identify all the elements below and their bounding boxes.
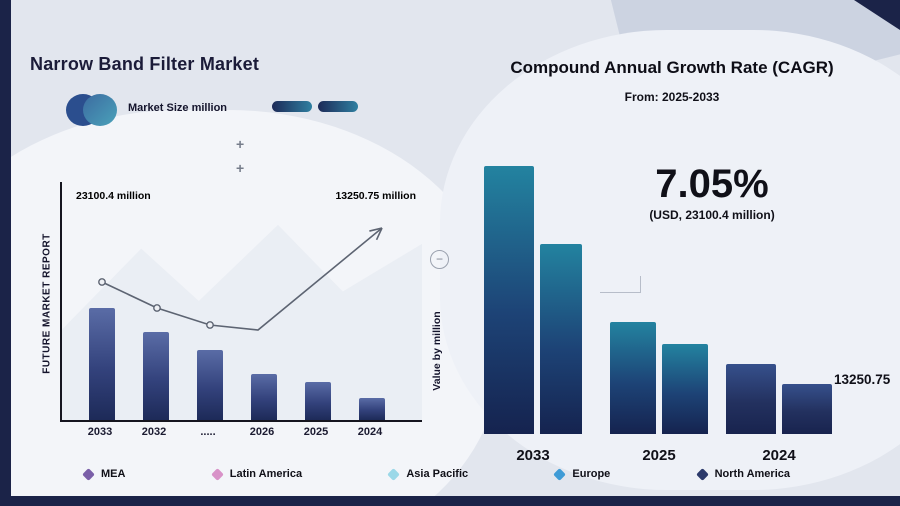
left-x-label: 2033 <box>87 426 113 438</box>
legend-diamond-icon <box>553 467 567 481</box>
cagr-value: 7.05% <box>655 162 769 206</box>
market-size-bar-2026 <box>251 374 277 420</box>
plus-decor-icon: + <box>236 136 245 152</box>
legend-item-mea: MEA <box>82 467 126 481</box>
market-size-bar-2024 <box>359 398 385 420</box>
right-y-axis-label: Value by million <box>431 311 443 391</box>
market-size-legend-label: Market Size million <box>128 102 228 114</box>
legend-item-latin-america: Latin America <box>210 467 303 481</box>
left-x-axis-labels: 2033 2032..... 2026 2025 2024 <box>60 426 420 442</box>
cagr-bar <box>484 166 534 434</box>
left-x-label: 2025 <box>303 426 329 438</box>
cagr-bar <box>662 344 708 434</box>
market-size-bar-2033 <box>89 308 115 420</box>
region-legend: MEA Latin America Asia Pacific Europe North … <box>82 464 790 484</box>
cagr-bar-group-2033: 2033 <box>484 166 582 464</box>
market-size-bar-2032 <box>143 332 169 420</box>
left-x-label: 2026 <box>249 426 275 438</box>
cagr-bar-group-2025: 2025 <box>610 322 708 464</box>
legend-diamond-icon <box>210 467 224 481</box>
chart-max-value-label: 23100.4 million <box>76 190 151 202</box>
chart-min-value-label: 13250.75 million <box>335 190 416 202</box>
cagr-x-label: 2033 <box>516 447 550 464</box>
market-size-icon-front <box>83 94 117 126</box>
left-chart-title: Narrow Band Filter Market <box>30 54 260 74</box>
legend-label: Asia Pacific <box>406 468 469 480</box>
cagr-bar-group-2024: 2024 <box>726 364 832 464</box>
legend-diamond-icon <box>695 467 709 481</box>
legend-diamond-icon <box>82 467 95 481</box>
cagr-subtitle: From: 2025-2033 <box>624 90 720 104</box>
legend-label: North America <box>714 468 790 480</box>
cagr-annotation-value: 13250.75 <box>834 372 891 387</box>
legend-pill-icon <box>318 101 358 112</box>
cagr-bar <box>726 364 776 434</box>
left-x-label: 2032 <box>141 426 167 438</box>
market-size-bar-..... <box>197 350 223 420</box>
legend-label: Europe <box>572 468 611 480</box>
left-y-axis-label: FUTURE MARKET REPORT <box>41 233 53 374</box>
legend-label: MEA <box>101 468 126 480</box>
legend-item-north-america: North America <box>695 467 790 481</box>
cagr-title: Compound Annual Growth Rate (CAGR) <box>510 58 834 77</box>
cagr-x-label: 2025 <box>642 447 676 464</box>
cagr-bar <box>610 322 656 434</box>
market-size-bar-2025 <box>305 382 331 420</box>
plus-decor-icon: + <box>236 160 245 176</box>
cagr-bar <box>540 244 582 434</box>
legend-item-europe: Europe <box>553 467 611 481</box>
legend-label: Latin America <box>229 468 303 480</box>
bottom-edge-bar <box>0 496 900 506</box>
legend-item-asia-pacific: Asia Pacific <box>387 467 469 481</box>
step-line-decor <box>600 276 641 293</box>
left-x-label: 2024 <box>357 426 383 438</box>
cagr-note: (USD, 23100.4 million) <box>649 208 775 222</box>
cagr-x-label: 2024 <box>762 447 796 464</box>
legend-diamond-icon <box>387 467 401 481</box>
cagr-bar <box>782 384 832 434</box>
minus-circle-icon: − <box>430 250 449 269</box>
legend-pill-icon <box>272 101 312 112</box>
left-edge-bar <box>0 0 11 506</box>
trend-arrow-line <box>98 227 383 331</box>
market-size-chart: 23100.4 million 13250.75 million <box>60 182 422 422</box>
left-x-label: ..... <box>200 426 216 438</box>
